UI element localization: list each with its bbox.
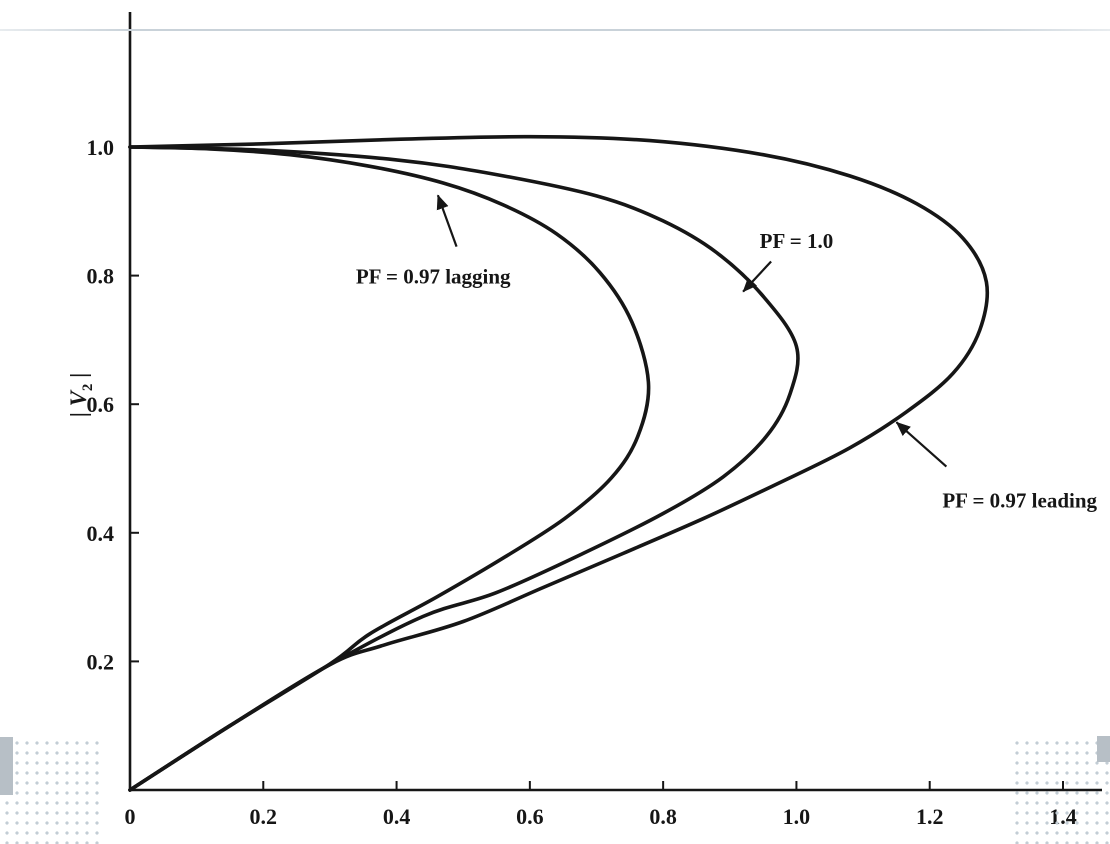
- x-tick-label: 1.2: [916, 804, 944, 829]
- slide-top-rule: [0, 29, 1110, 31]
- y-tick-label: 0.4: [87, 521, 115, 546]
- x-tick-label: 0.6: [516, 804, 544, 829]
- curve-pf-0.97-lagging: [128, 145, 651, 792]
- curve-pf-1.0: [128, 145, 800, 792]
- annotation-arrow: [436, 194, 458, 248]
- y-tick-label: 0.2: [87, 649, 115, 674]
- annotation-label: PF = 0.97 leading: [942, 488, 1097, 512]
- y-tick-label: 0.6: [87, 392, 115, 417]
- x-tick-label: 0.8: [649, 804, 677, 829]
- x-tick-label: 0: [125, 804, 136, 829]
- x-tick-label: 0.4: [383, 804, 411, 829]
- x-tick-label: 1.0: [783, 804, 811, 829]
- y-axis-label: | V2 |: [66, 373, 96, 418]
- y-tick-label: 1.0: [87, 135, 115, 160]
- annotation-label: PF = 0.97 lagging: [356, 265, 511, 289]
- corner-dot-pattern-right: [1010, 736, 1110, 844]
- corner-dot-pattern-left: [0, 736, 100, 844]
- slide-edge-tab-left: [0, 737, 13, 795]
- curve-pf-0.97-leading: [128, 134, 990, 792]
- slide-edge-tab-right: [1097, 736, 1110, 762]
- annotation-arrow: [742, 260, 772, 293]
- annotation-label: PF = 1.0: [760, 229, 834, 253]
- axes: [128, 12, 1102, 792]
- y-tick-label: 0.8: [87, 264, 115, 289]
- annotation-arrow: [895, 421, 948, 468]
- x-tick-label: 0.2: [250, 804, 278, 829]
